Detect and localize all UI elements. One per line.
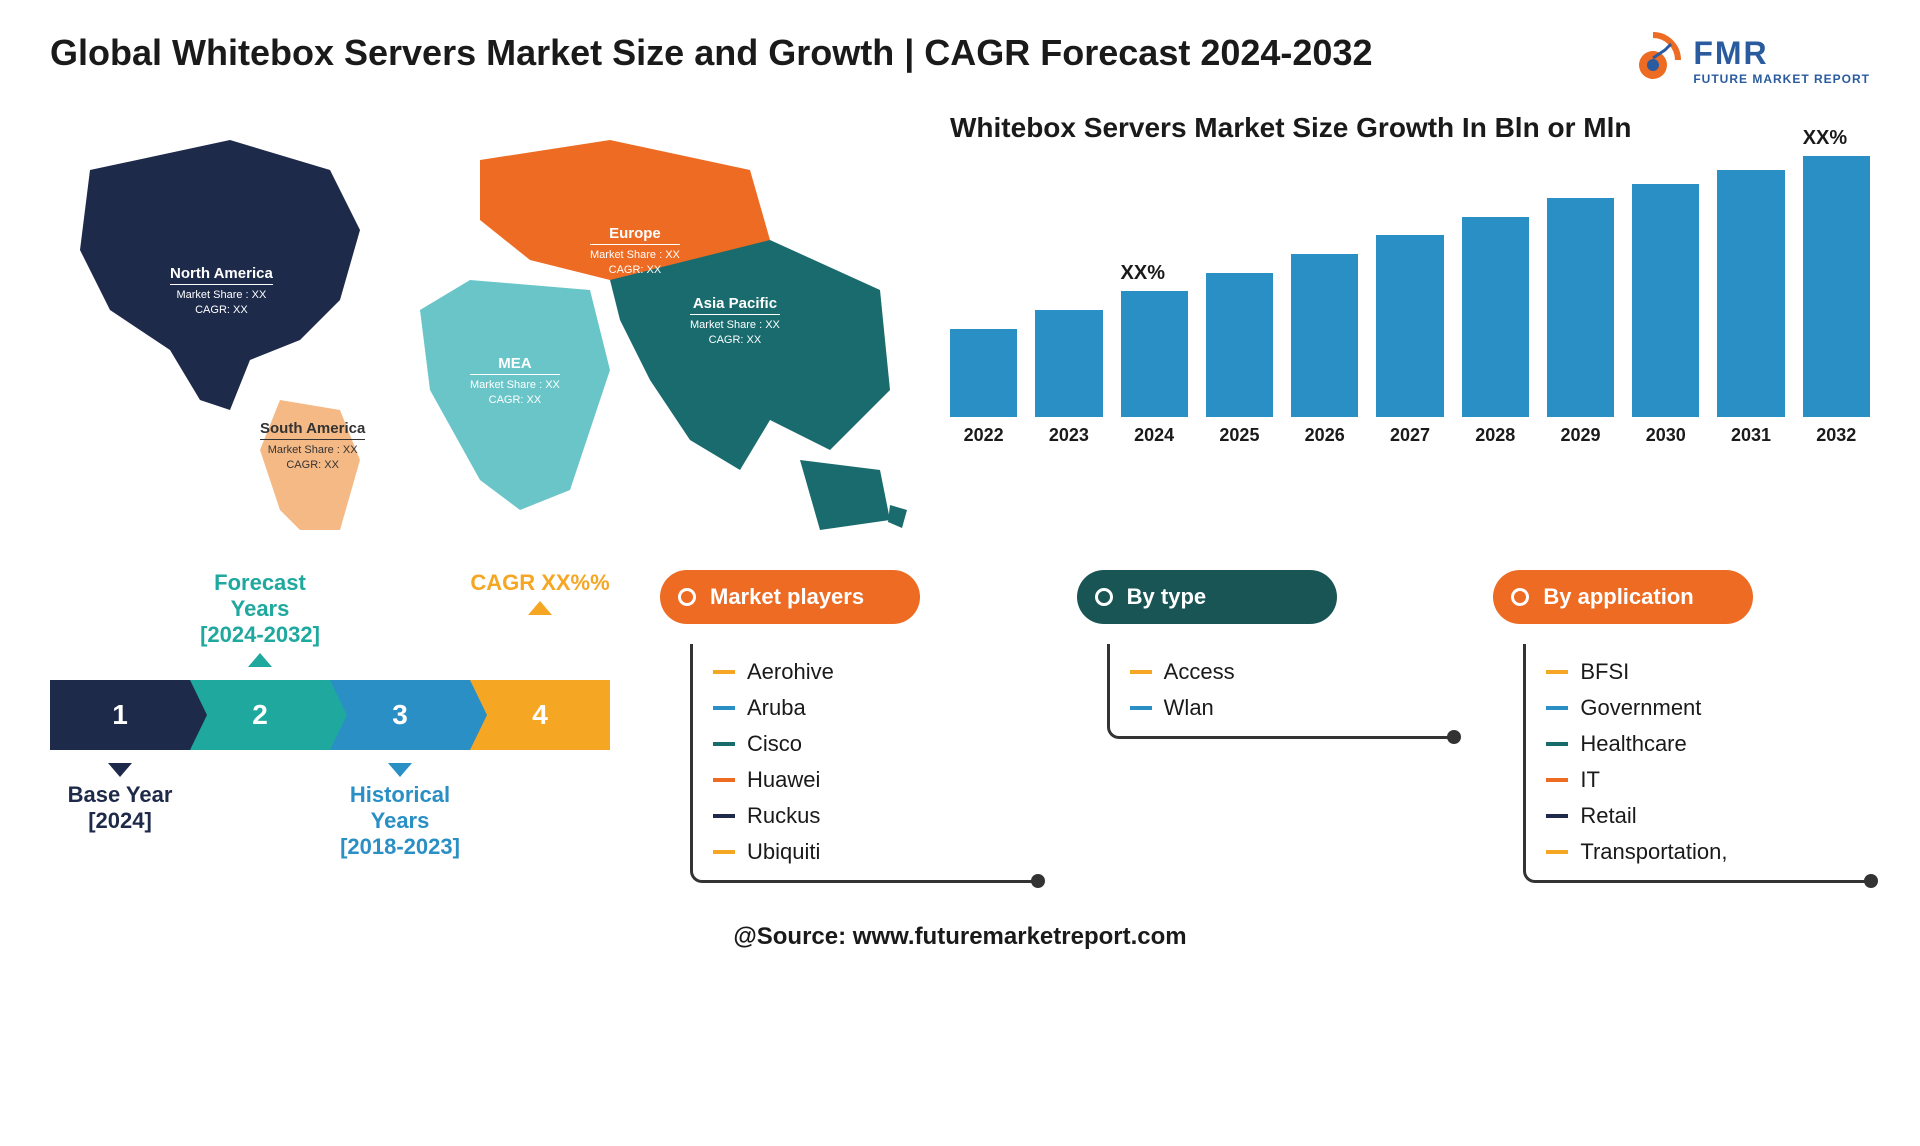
bar-2027: 2027 bbox=[1376, 235, 1443, 446]
region-label-south-america: South AmericaMarket Share : XXCAGR: XX bbox=[260, 420, 365, 474]
categories: Market players Aerohive Aruba Cisco Huawei Ru… bbox=[660, 570, 1870, 883]
timeline-seg-2: 2 bbox=[190, 680, 330, 750]
chart-title: Whitebox Servers Market Size Growth In B… bbox=[950, 110, 1870, 146]
item-text: Aruba bbox=[747, 695, 806, 721]
logo-sub-text: FUTURE MARKET REPORT bbox=[1693, 72, 1870, 86]
list-item: Aruba bbox=[713, 690, 1037, 726]
logo-main-text: FMR bbox=[1693, 35, 1870, 72]
category-header: By application bbox=[1493, 570, 1753, 624]
item-text: Ruckus bbox=[747, 803, 820, 829]
bar-chart: Whitebox Servers Market Size Growth In B… bbox=[950, 110, 1870, 530]
category-market-players: Market players Aerohive Aruba Cisco Huawei Ru… bbox=[660, 570, 1037, 883]
world-map: North AmericaMarket Share : XXCAGR: XX So… bbox=[50, 110, 910, 530]
dash-icon bbox=[713, 850, 735, 854]
timeline-label-top-1 bbox=[50, 570, 190, 672]
list-item: Cisco bbox=[713, 726, 1037, 762]
list-item: Huawei bbox=[713, 762, 1037, 798]
dash-icon bbox=[1130, 706, 1152, 710]
bar-2032: 2032 bbox=[1803, 156, 1870, 446]
timeline-label-top-2: Forecast Years[2024-2032] bbox=[190, 570, 330, 672]
list-item: Access bbox=[1130, 654, 1454, 690]
bar-annot: XX% bbox=[1803, 127, 1847, 150]
category-list: BFSI Government Healthcare IT Retail Transpor… bbox=[1523, 644, 1870, 883]
item-text: Aerohive bbox=[747, 659, 834, 685]
map-svg bbox=[50, 110, 910, 530]
source-text: @Source: www.futuremarketreport.com bbox=[50, 923, 1870, 951]
list-item: Healthcare bbox=[1546, 726, 1870, 762]
timeline-label-top-3 bbox=[330, 570, 470, 672]
list-item: Ubiquiti bbox=[713, 834, 1037, 870]
bars-container: 2022 2023 2024 2025 2026 2027 2028 2029 2030 2031… bbox=[950, 166, 1870, 446]
bar-2026: 2026 bbox=[1291, 254, 1358, 446]
item-text: IT bbox=[1580, 767, 1600, 793]
dash-icon bbox=[1546, 742, 1568, 746]
category-by-type: By type Access Wlan bbox=[1077, 570, 1454, 883]
timeline-label-top-4: CAGR XX%% bbox=[470, 570, 610, 672]
list-item: Ruckus bbox=[713, 798, 1037, 834]
dash-icon bbox=[1546, 706, 1568, 710]
dash-icon bbox=[1546, 778, 1568, 782]
item-text: Healthcare bbox=[1580, 731, 1686, 757]
item-text: Retail bbox=[1580, 803, 1636, 829]
item-text: Transportation, bbox=[1580, 839, 1727, 865]
list-item: BFSI bbox=[1546, 654, 1870, 690]
bar-2023: 2023 bbox=[1035, 310, 1102, 446]
timeline-label-bottom-1: Base Year[2024] bbox=[50, 758, 190, 860]
bar-2031: 2031 bbox=[1717, 170, 1784, 446]
region-label-north-america: North AmericaMarket Share : XXCAGR: XX bbox=[170, 265, 273, 319]
timeline-label-bottom-3: Historical Years[2018-2023] bbox=[330, 758, 470, 860]
item-text: Wlan bbox=[1164, 695, 1214, 721]
item-text: Huawei bbox=[747, 767, 820, 793]
category-header: By type bbox=[1077, 570, 1337, 624]
dash-icon bbox=[713, 778, 735, 782]
list-item: IT bbox=[1546, 762, 1870, 798]
item-text: BFSI bbox=[1580, 659, 1629, 685]
region-label-mea: MEAMarket Share : XXCAGR: XX bbox=[470, 355, 560, 409]
logo: FMR FUTURE MARKET REPORT bbox=[1623, 30, 1870, 90]
category-list: Access Wlan bbox=[1107, 644, 1454, 739]
fmr-logo-icon bbox=[1623, 30, 1683, 90]
category-header: Market players bbox=[660, 570, 920, 624]
dash-icon bbox=[713, 706, 735, 710]
bar-2024: 2024 bbox=[1121, 291, 1188, 446]
bar-annot: XX% bbox=[1121, 262, 1165, 285]
dash-icon bbox=[1546, 814, 1568, 818]
dash-icon bbox=[713, 742, 735, 746]
timeline-label-bottom-2 bbox=[190, 758, 330, 860]
bar-2025: 2025 bbox=[1206, 273, 1273, 447]
dash-icon bbox=[1130, 670, 1152, 674]
timeline-seg-3: 3 bbox=[330, 680, 470, 750]
dash-icon bbox=[1546, 850, 1568, 854]
item-text: Government bbox=[1580, 695, 1701, 721]
timeline-seg-4: 4 bbox=[470, 680, 610, 750]
list-item: Aerohive bbox=[713, 654, 1037, 690]
header: Global Whitebox Servers Market Size and … bbox=[50, 30, 1870, 90]
dash-icon bbox=[713, 814, 735, 818]
dash-icon bbox=[1546, 670, 1568, 674]
bar-2029: 2029 bbox=[1547, 198, 1614, 446]
region-label-europe: EuropeMarket Share : XXCAGR: XX bbox=[590, 225, 680, 279]
category-by-application: By application BFSI Government Healthcare IT… bbox=[1493, 570, 1870, 883]
dash-icon bbox=[713, 670, 735, 674]
bar-2022: 2022 bbox=[950, 329, 1017, 447]
item-text: Access bbox=[1164, 659, 1235, 685]
timeline-label-bottom-4 bbox=[470, 758, 610, 860]
page-title: Global Whitebox Servers Market Size and … bbox=[50, 30, 1373, 77]
bar-2028: 2028 bbox=[1462, 217, 1529, 447]
region-label-asia-pacific: Asia PacificMarket Share : XXCAGR: XX bbox=[690, 295, 780, 349]
timeline: Forecast Years[2024-2032]CAGR XX%% 1234 … bbox=[50, 570, 610, 860]
list-item: Retail bbox=[1546, 798, 1870, 834]
timeline-seg-1: 1 bbox=[50, 680, 190, 750]
list-item: Government bbox=[1546, 690, 1870, 726]
bar-2030: 2030 bbox=[1632, 184, 1699, 446]
category-list: Aerohive Aruba Cisco Huawei Ruckus Ubiquiti bbox=[690, 644, 1037, 883]
list-item: Transportation, bbox=[1546, 834, 1870, 870]
list-item: Wlan bbox=[1130, 690, 1454, 726]
item-text: Ubiquiti bbox=[747, 839, 820, 865]
item-text: Cisco bbox=[747, 731, 802, 757]
